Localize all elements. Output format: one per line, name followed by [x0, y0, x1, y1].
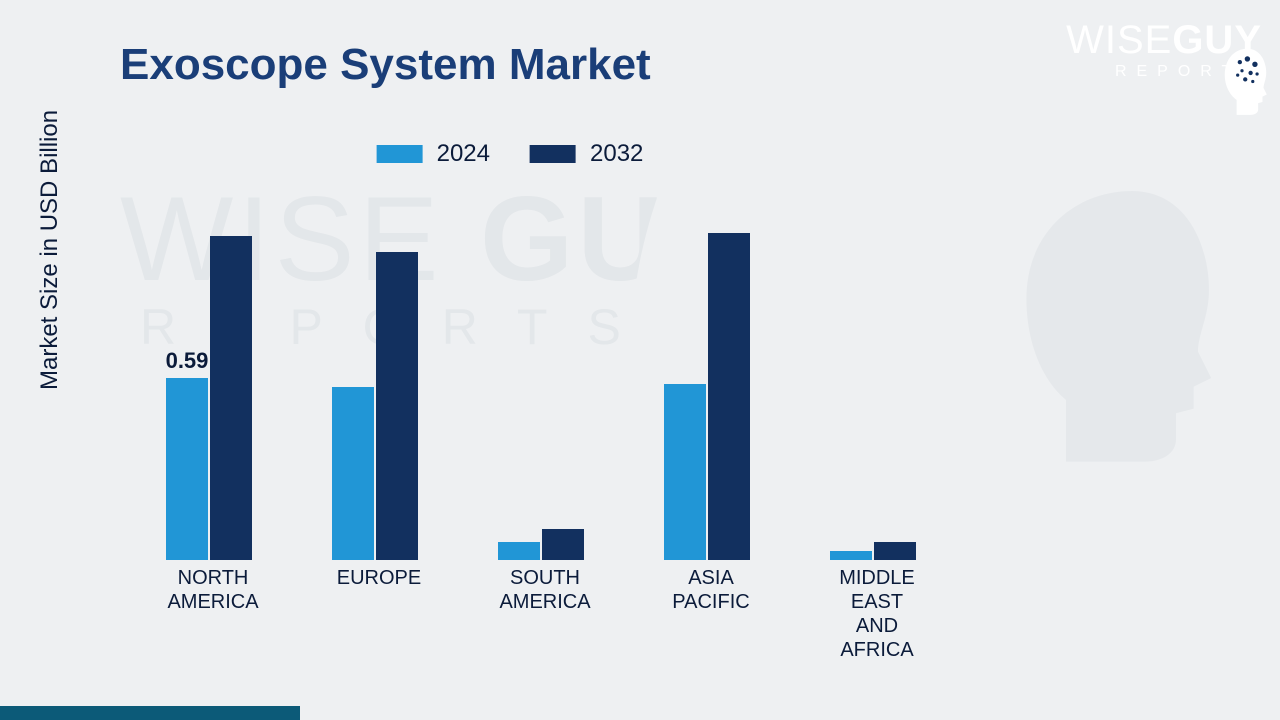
bar-2032	[708, 233, 750, 560]
legend-swatch-2032	[530, 145, 576, 163]
category-label: SOUTHAMERICA	[475, 566, 615, 614]
page-title: Exoscope System Market	[120, 40, 651, 90]
bar-2032	[376, 252, 418, 560]
bar-2024	[830, 551, 872, 560]
bar-2024	[498, 542, 540, 561]
bar-group: MIDDLEEASTANDAFRICA	[802, 190, 952, 560]
page: WISEGUY REPORTS WISE GUY REPORTS Exoscop…	[0, 0, 1280, 720]
bar-group: SOUTHAMERICA	[470, 190, 620, 560]
bar-group: 0.59NORTHAMERICA	[138, 190, 288, 560]
bar-group: ASIAPACIFIC	[636, 190, 786, 560]
brand-line1a: WISE	[1066, 18, 1172, 62]
bar-groups: 0.59NORTHAMERICAEUROPESOUTHAMERICAASIAPA…	[130, 190, 960, 560]
bar-2032	[210, 236, 252, 560]
bar-2024: 0.59	[166, 378, 208, 560]
legend-label: 2024	[437, 140, 490, 168]
legend-item: 2024	[377, 140, 490, 168]
category-label: EUROPE	[309, 566, 449, 590]
bar-value-label: 0.59	[166, 348, 209, 374]
bar-group: EUROPE	[304, 190, 454, 560]
y-axis-label: Market Size in USD Billion	[36, 110, 64, 390]
legend-label: 2032	[590, 140, 643, 168]
category-label: NORTHAMERICA	[143, 566, 283, 614]
bar-2024	[332, 387, 374, 560]
head-silhouette-faint	[1000, 180, 1220, 480]
category-label: MIDDLEEASTANDAFRICA	[807, 566, 947, 662]
legend-swatch-2024	[377, 145, 423, 163]
legend-item: 2032	[530, 140, 643, 168]
legend: 2024 2032	[377, 140, 644, 168]
bar-chart: Market Size in USD Billion 2024 2032 0.5…	[60, 140, 960, 640]
accent-bar	[0, 706, 300, 720]
bar-2032	[874, 542, 916, 561]
brand-head-icon	[1210, 46, 1274, 116]
category-label: ASIAPACIFIC	[641, 566, 781, 614]
brand-logo: WISEGUY REPORTS	[1066, 20, 1262, 80]
bar-2032	[542, 529, 584, 560]
bar-2024	[664, 384, 706, 560]
